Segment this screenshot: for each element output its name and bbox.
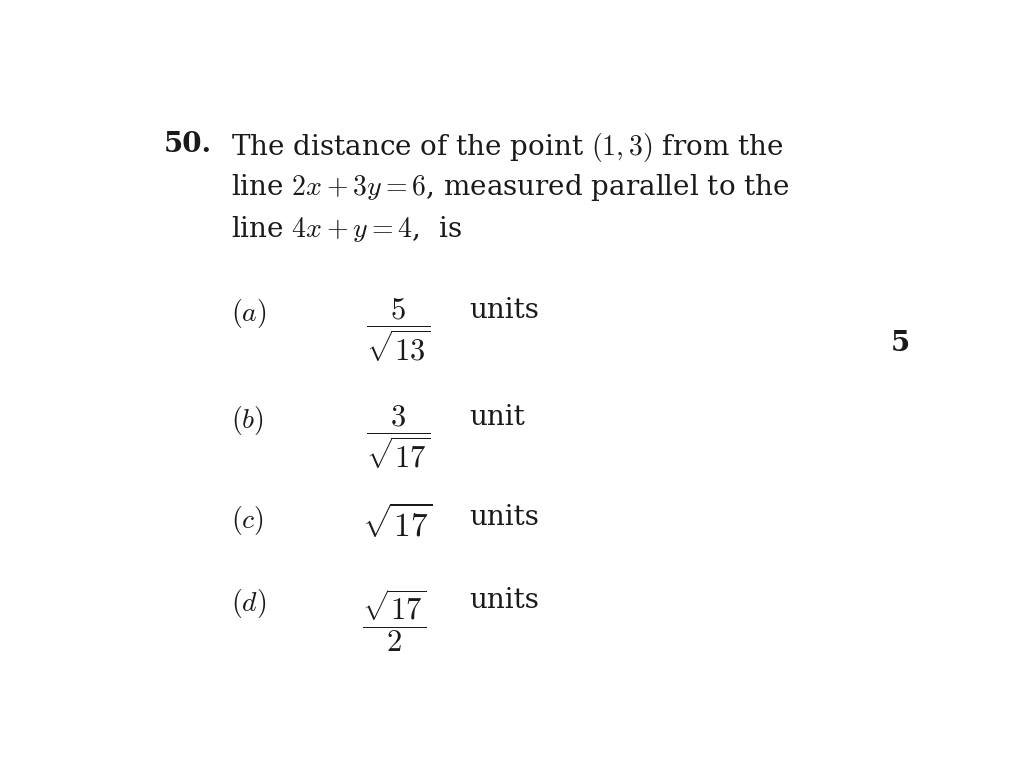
Text: $(c)$: $(c)$ (231, 504, 264, 537)
Text: 5: 5 (891, 330, 909, 357)
Text: $(d)$: $(d)$ (231, 588, 266, 621)
Text: $(b)$: $(b)$ (231, 403, 264, 437)
Text: $\dfrac{\sqrt{17}}{2}$: $\dfrac{\sqrt{17}}{2}$ (362, 588, 427, 654)
Text: units: units (469, 297, 539, 324)
Text: line $2x + 3y = 6$, measured parallel to the: line $2x + 3y = 6$, measured parallel to… (231, 172, 790, 203)
Text: 50.: 50. (164, 131, 212, 158)
Text: $\dfrac{3}{\sqrt{17}}$: $\dfrac{3}{\sqrt{17}}$ (367, 403, 431, 471)
Text: $\sqrt{17}$: $\sqrt{17}$ (362, 504, 433, 544)
Text: unit: unit (469, 403, 525, 430)
Text: units: units (469, 588, 539, 614)
Text: units: units (469, 504, 539, 531)
Text: line $4x + y = 4$,  is: line $4x + y = 4$, is (231, 214, 462, 244)
Text: The distance of the point $(1, 3)$ from the: The distance of the point $(1, 3)$ from … (231, 131, 783, 164)
Text: $(a)$: $(a)$ (231, 297, 266, 330)
Text: $\dfrac{5}{\sqrt{13}}$: $\dfrac{5}{\sqrt{13}}$ (367, 297, 431, 364)
